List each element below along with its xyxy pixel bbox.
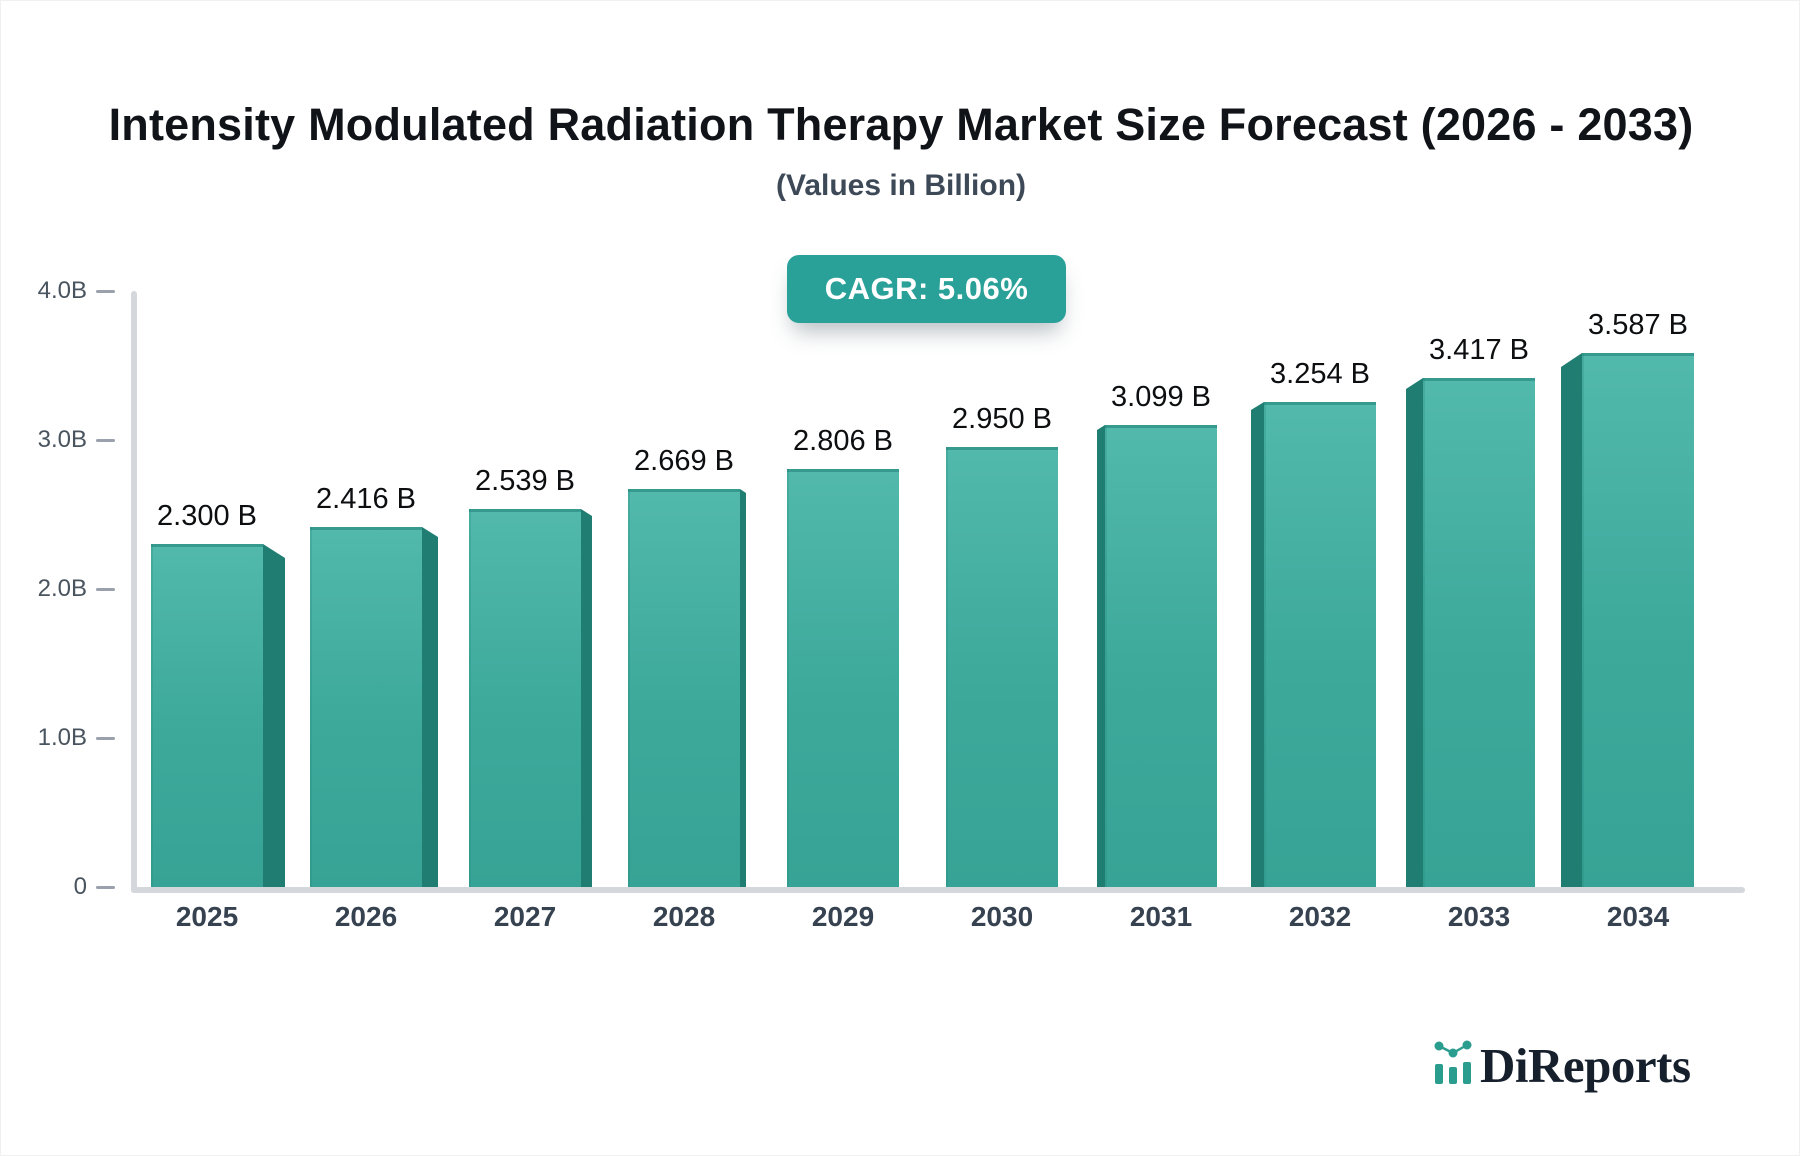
x-axis-year-label: 2028 [652, 901, 716, 932]
bar-2030 [946, 447, 1058, 887]
bar-2034 [1582, 353, 1694, 887]
y-tick-dash [96, 885, 115, 889]
x-axis-baseline [131, 887, 1745, 893]
bar-value-label: 2.539 B [475, 465, 575, 497]
cagr-badge: CAGR: 5.06% [787, 255, 1066, 323]
x-axis-year-label: 2029 [811, 901, 875, 932]
bar-2026 [310, 527, 422, 887]
bar-2027 [469, 509, 581, 887]
y-tick-label: 0 [73, 873, 87, 900]
y-tick-dash [96, 736, 115, 740]
y-tick-label: 3.0B [37, 426, 87, 453]
y-tick-dash [96, 438, 115, 442]
x-axis-year-label: 2025 [175, 901, 239, 932]
bar-side [1097, 425, 1105, 887]
y-tick-label: 1.0B [37, 724, 87, 751]
page-title: Intensity Modulated Radiation Therapy Ma… [108, 99, 1694, 150]
bar-2033 [1423, 378, 1535, 887]
bar-2025 [151, 544, 263, 887]
bar-value-label: 2.416 B [316, 483, 416, 515]
x-axis-year-label: 2034 [1606, 901, 1670, 932]
bar-value-label: 3.254 B [1270, 358, 1370, 390]
bar-2031 [1105, 425, 1217, 887]
bar-side [740, 489, 746, 887]
page-subtitle: (Values in Billion) [775, 169, 1027, 202]
y-tick-dash [96, 289, 115, 293]
x-axis-year-label: 2026 [334, 901, 398, 932]
bar-side [581, 509, 592, 887]
bar-value-label: 2.300 B [157, 500, 257, 532]
bar-2028 [628, 489, 740, 887]
x-axis-year-label: 2031 [1129, 901, 1193, 932]
logo-text: DiReports [1480, 1038, 1691, 1093]
bar-value-label: 2.669 B [634, 445, 734, 477]
bar-side [1406, 378, 1423, 887]
logo-chart-icon [1434, 1040, 1472, 1084]
y-tick-label: 4.0B [37, 277, 87, 304]
bar-value-label: 2.806 B [793, 425, 893, 457]
bar-side [263, 544, 285, 887]
bar-value-label: 3.587 B [1588, 309, 1688, 341]
cagr-badge-label: CAGR: 5.06% [824, 271, 1029, 306]
bar-value-label: 3.099 B [1111, 381, 1211, 413]
bar-value-label: 2.950 B [952, 403, 1052, 435]
bar-value-label: 3.417 B [1429, 334, 1529, 366]
x-axis-year-label: 2032 [1288, 901, 1352, 932]
logo: DiReports [1434, 1037, 1691, 1095]
x-axis-year-label: 2030 [970, 901, 1034, 932]
x-axis-year-label: 2027 [493, 901, 557, 932]
y-tick-label: 2.0B [37, 575, 87, 602]
bar-2029 [787, 469, 899, 887]
bar-side [1561, 353, 1582, 887]
x-axis-year-label: 2033 [1447, 901, 1511, 932]
bar-side [422, 527, 438, 887]
bar-2032 [1264, 402, 1376, 887]
bar-side [1251, 402, 1264, 887]
y-axis-line [131, 291, 137, 893]
y-tick-dash [96, 587, 115, 591]
